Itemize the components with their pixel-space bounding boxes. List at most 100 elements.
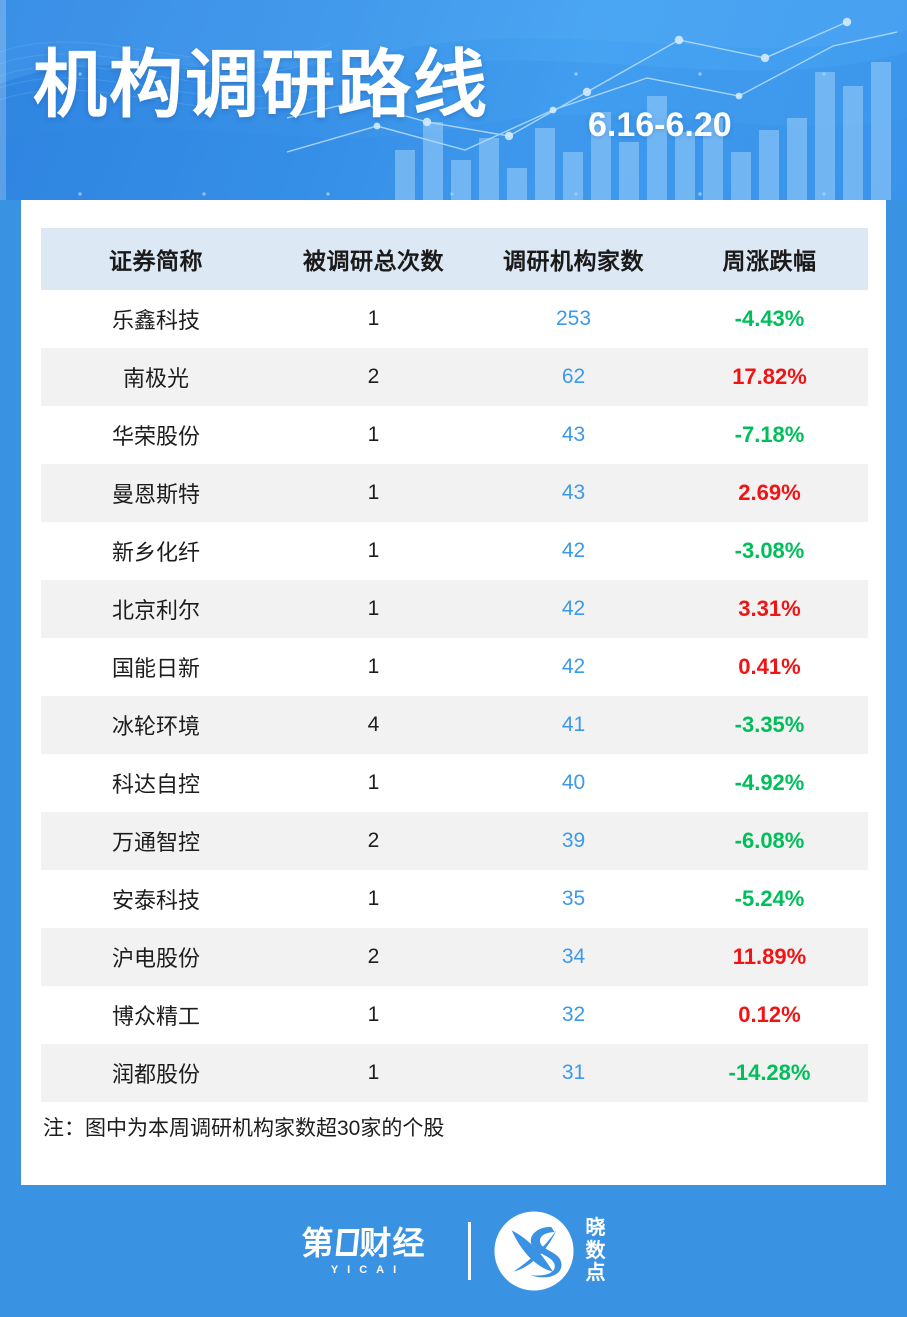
cell-institutions: 39	[476, 812, 671, 870]
table-header-row: 证券简称 被调研总次数 调研机构家数 周涨跌幅	[41, 228, 868, 290]
cell-total-visits: 1	[271, 754, 476, 812]
cell-total-visits: 1	[271, 522, 476, 580]
security-name-value: 国能日新	[111, 656, 200, 681]
yicai-logo-en: YICAI	[330, 1263, 406, 1276]
cell-weekly-change: 17.82%	[671, 348, 868, 406]
cell-weekly-change: -14.28%	[671, 1044, 868, 1102]
cell-total-visits: 1	[271, 638, 476, 696]
cell-total-visits: 1	[271, 870, 476, 928]
column-header-security-name: 证券简称	[109, 248, 203, 274]
yicai-logo-cn: 第 财经	[301, 1227, 425, 1259]
security-name-value: 万通智控	[111, 830, 200, 855]
xiaoshudian-char-3: 点	[585, 1262, 606, 1285]
weekly-change-value: -7.18%	[734, 422, 805, 447]
cell-institutions: 43	[476, 406, 671, 464]
cell-security-name: 万通智控	[41, 812, 271, 870]
table-row: 曼恩斯特 1 43 2.69%	[41, 464, 868, 522]
weekly-change-value: -5.24%	[734, 886, 805, 911]
weekly-change-value: 17.82%	[732, 364, 807, 389]
table-row: 乐鑫科技 1 253 -4.43%	[41, 290, 868, 348]
weekly-change-value: -6.08%	[734, 828, 805, 853]
weekly-change-value: -3.35%	[734, 712, 805, 737]
page-title: 机构调研路线	[33, 43, 489, 126]
cell-institutions: 42	[476, 638, 671, 696]
cell-institutions: 253	[476, 290, 671, 348]
security-name-value: 科达自控	[111, 772, 200, 797]
date-range-label: 6.16-6.20	[588, 106, 732, 144]
cell-weekly-change: -6.08%	[671, 812, 868, 870]
total-visits-value: 1	[367, 771, 380, 794]
weekly-change-value: 0.41%	[738, 654, 801, 679]
cell-institutions: 42	[476, 522, 671, 580]
institutions-value: 35	[561, 887, 586, 910]
cell-total-visits: 2	[271, 812, 476, 870]
table-row: 安泰科技 1 35 -5.24%	[41, 870, 868, 928]
cell-security-name: 润都股份	[41, 1044, 271, 1102]
table-row: 国能日新 1 42 0.41%	[41, 638, 868, 696]
cell-total-visits: 2	[271, 928, 476, 986]
cell-weekly-change: 0.41%	[671, 638, 868, 696]
table-row: 冰轮环境 4 41 -3.35%	[41, 696, 868, 754]
total-visits-value: 1	[367, 423, 380, 446]
cell-security-name: 乐鑫科技	[41, 290, 271, 348]
total-visits-value: 1	[367, 597, 380, 620]
table-row: 润都股份 1 31 -14.28%	[41, 1044, 868, 1102]
research-table: 证券简称 被调研总次数 调研机构家数 周涨跌幅 乐鑫科技 1 253 -4.43…	[41, 228, 868, 1102]
cell-weekly-change: -3.35%	[671, 696, 868, 754]
cell-security-name: 南极光	[41, 348, 271, 406]
table-row: 北京利尔 1 42 3.31%	[41, 580, 868, 638]
institutions-value: 42	[561, 539, 586, 562]
total-visits-value: 1	[367, 655, 380, 678]
cell-weekly-change: 2.69%	[671, 464, 868, 522]
xiaoshudian-label: 晓 数 点	[586, 1217, 606, 1284]
cell-weekly-change: -5.24%	[671, 870, 868, 928]
total-visits-value: 2	[367, 829, 380, 852]
security-name-value: 北京利尔	[111, 598, 200, 623]
table-row: 南极光 2 62 17.82%	[41, 348, 868, 406]
security-name-value: 沪电股份	[111, 946, 200, 971]
header-line-chart-decoration	[287, 17, 898, 153]
cell-institutions: 35	[476, 870, 671, 928]
institutions-value: 31	[561, 1061, 586, 1084]
weekly-change-value: -3.08%	[734, 538, 805, 563]
security-name-value: 南极光	[122, 366, 189, 391]
table-footnote: 注：图中为本周调研机构家数超30家的个股	[43, 1117, 445, 1140]
weekly-change-value: -4.92%	[734, 770, 805, 795]
xiaoshudian-char-2: 数	[585, 1239, 606, 1262]
cell-institutions: 42	[476, 580, 671, 638]
column-header-total-visits: 被调研总次数	[303, 248, 444, 274]
institutions-value: 42	[561, 597, 586, 620]
cell-total-visits: 1	[271, 986, 476, 1044]
page-header: 机构调研路线 6.16-6.20	[0, 0, 907, 200]
total-visits-value: 2	[367, 945, 380, 968]
security-name-value: 乐鑫科技	[111, 308, 200, 333]
cell-security-name: 冰轮环境	[41, 696, 271, 754]
cell-weekly-change: -7.18%	[671, 406, 868, 464]
total-visits-value: 1	[367, 1061, 380, 1084]
institutions-value: 43	[561, 423, 586, 446]
cell-weekly-change: 3.31%	[671, 580, 868, 638]
cell-weekly-change: -3.08%	[671, 522, 868, 580]
xs-circular-logo-icon	[493, 1211, 574, 1291]
cell-security-name: 国能日新	[41, 638, 271, 696]
total-visits-value: 1	[367, 1003, 380, 1026]
cell-institutions: 62	[476, 348, 671, 406]
header-left-stripe	[0, 0, 6, 200]
yicai-char-di: 第	[301, 1224, 335, 1261]
cell-total-visits: 4	[271, 696, 476, 754]
table-row: 华荣股份 1 43 -7.18%	[41, 406, 868, 464]
column-header-weekly-change: 周涨跌幅	[722, 248, 817, 274]
cell-institutions: 31	[476, 1044, 671, 1102]
security-name-value: 润都股份	[111, 1062, 200, 1087]
cell-institutions: 41	[476, 696, 671, 754]
security-name-value: 冰轮环境	[111, 714, 200, 739]
security-name-value: 安泰科技	[111, 888, 200, 913]
table-row: 新乡化纤 1 42 -3.08%	[41, 522, 868, 580]
cell-institutions: 40	[476, 754, 671, 812]
institutions-value: 39	[561, 829, 586, 852]
table-row: 万通智控 2 39 -6.08%	[41, 812, 868, 870]
cell-institutions: 43	[476, 464, 671, 522]
security-name-value: 新乡化纤	[111, 540, 200, 565]
institutions-value: 41	[561, 713, 586, 736]
institutions-value: 43	[561, 481, 586, 504]
